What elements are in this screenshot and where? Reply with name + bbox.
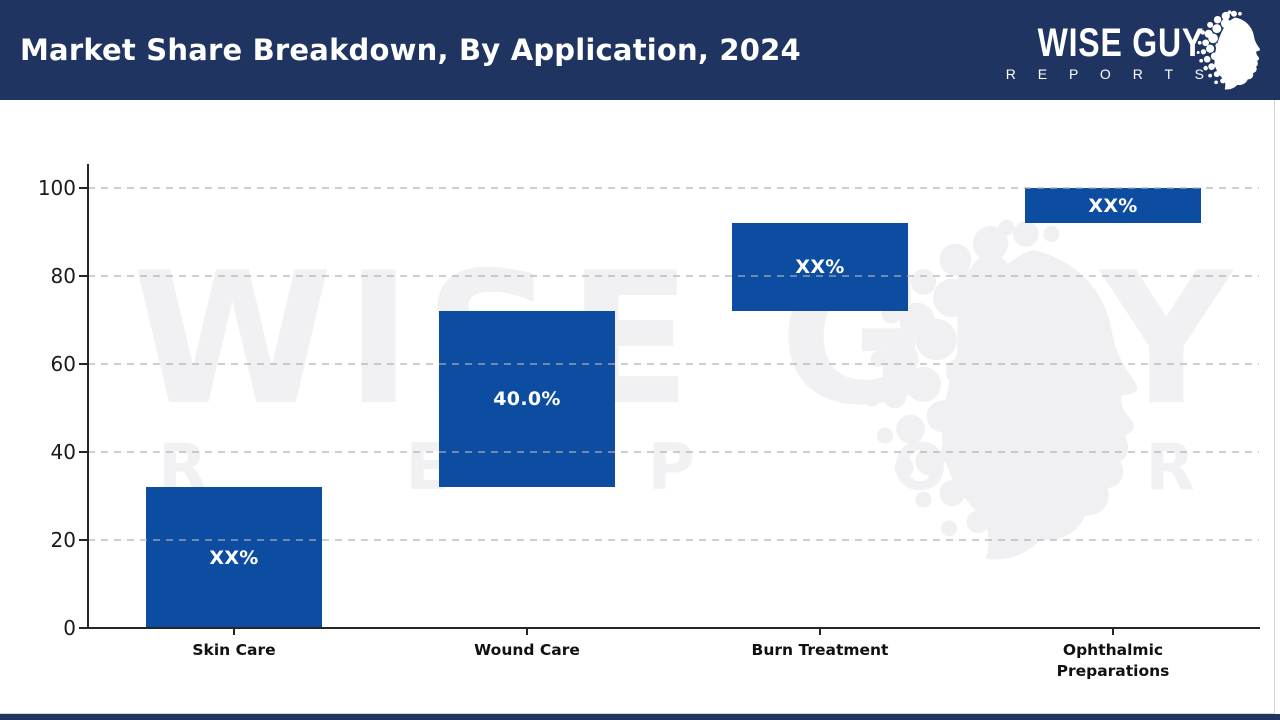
y-tick-mark-100 (79, 187, 87, 189)
x-tick-label-burn-treatment: Burn Treatment (751, 641, 889, 659)
y-tick-mark-40 (79, 451, 87, 453)
y-tick-label-100: 100 (37, 176, 76, 200)
right-edge-hairline (1274, 100, 1275, 714)
bar-value-label-skin-care: XX% (209, 546, 259, 569)
y-tick-mark-60 (79, 363, 87, 365)
bar-value-label-wound-care: 40.0% (493, 388, 561, 410)
gridline-100 (88, 187, 1259, 189)
bar-value-label-ophthalmic-preparations: XX% (1088, 194, 1138, 217)
gridline-80 (88, 275, 1259, 277)
y-tick-label-80: 80 (50, 264, 76, 288)
y-tick-label-0: 0 (63, 616, 76, 640)
x-tick-label-ophthalmic-preparations: Ophthalmic Preparations (1056, 641, 1170, 680)
x-tick-mark-wound-care (526, 629, 528, 635)
x-tick-mark-ophthalmic-preparations (1112, 629, 1114, 635)
bar-ophthalmic-preparations: XX% (1025, 188, 1201, 223)
bar-burn-treatment: XX% (732, 223, 908, 311)
x-tick-label-skin-care: Skin Care (192, 641, 276, 659)
logo-wiseguy-text: WISE GUY (1037, 21, 1204, 65)
gridline-60 (88, 363, 1259, 365)
bar-value-label-burn-treatment: XX% (795, 256, 845, 278)
gridline-40 (88, 451, 1259, 453)
y-axis-spine (87, 164, 89, 629)
chart-title: Market Share Breakdown, By Application, … (20, 33, 801, 67)
y-tick-mark-0 (79, 627, 87, 629)
wise-guy-reports-logo: WISE GUY R E P O R T S (1006, 6, 1266, 94)
bar-skin-care: XX% (146, 487, 322, 628)
y-tick-mark-20 (79, 539, 87, 541)
x-axis-spine (87, 627, 1260, 629)
y-tick-label-20: 20 (50, 528, 76, 552)
y-tick-label-40: 40 (50, 440, 76, 464)
gridline-20 (88, 539, 1259, 541)
x-tick-label-wound-care: Wound Care (474, 641, 580, 659)
logo-head-icon (1196, 10, 1260, 90)
x-tick-mark-burn-treatment (819, 629, 821, 635)
bar-wound-care: 40.0% (439, 311, 615, 487)
logo-reports-text: R E P O R T S (1005, 66, 1213, 82)
footer-bar (0, 714, 1280, 720)
bottom-edge-hairline (0, 713, 1275, 714)
y-tick-mark-80 (79, 275, 87, 277)
x-tick-mark-skin-care (233, 629, 235, 635)
logo-text: WISE GUY R E P O R T S (996, 22, 1204, 84)
y-tick-label-60: 60 (50, 352, 76, 376)
header-bar: Market Share Breakdown, By Application, … (0, 0, 1280, 100)
